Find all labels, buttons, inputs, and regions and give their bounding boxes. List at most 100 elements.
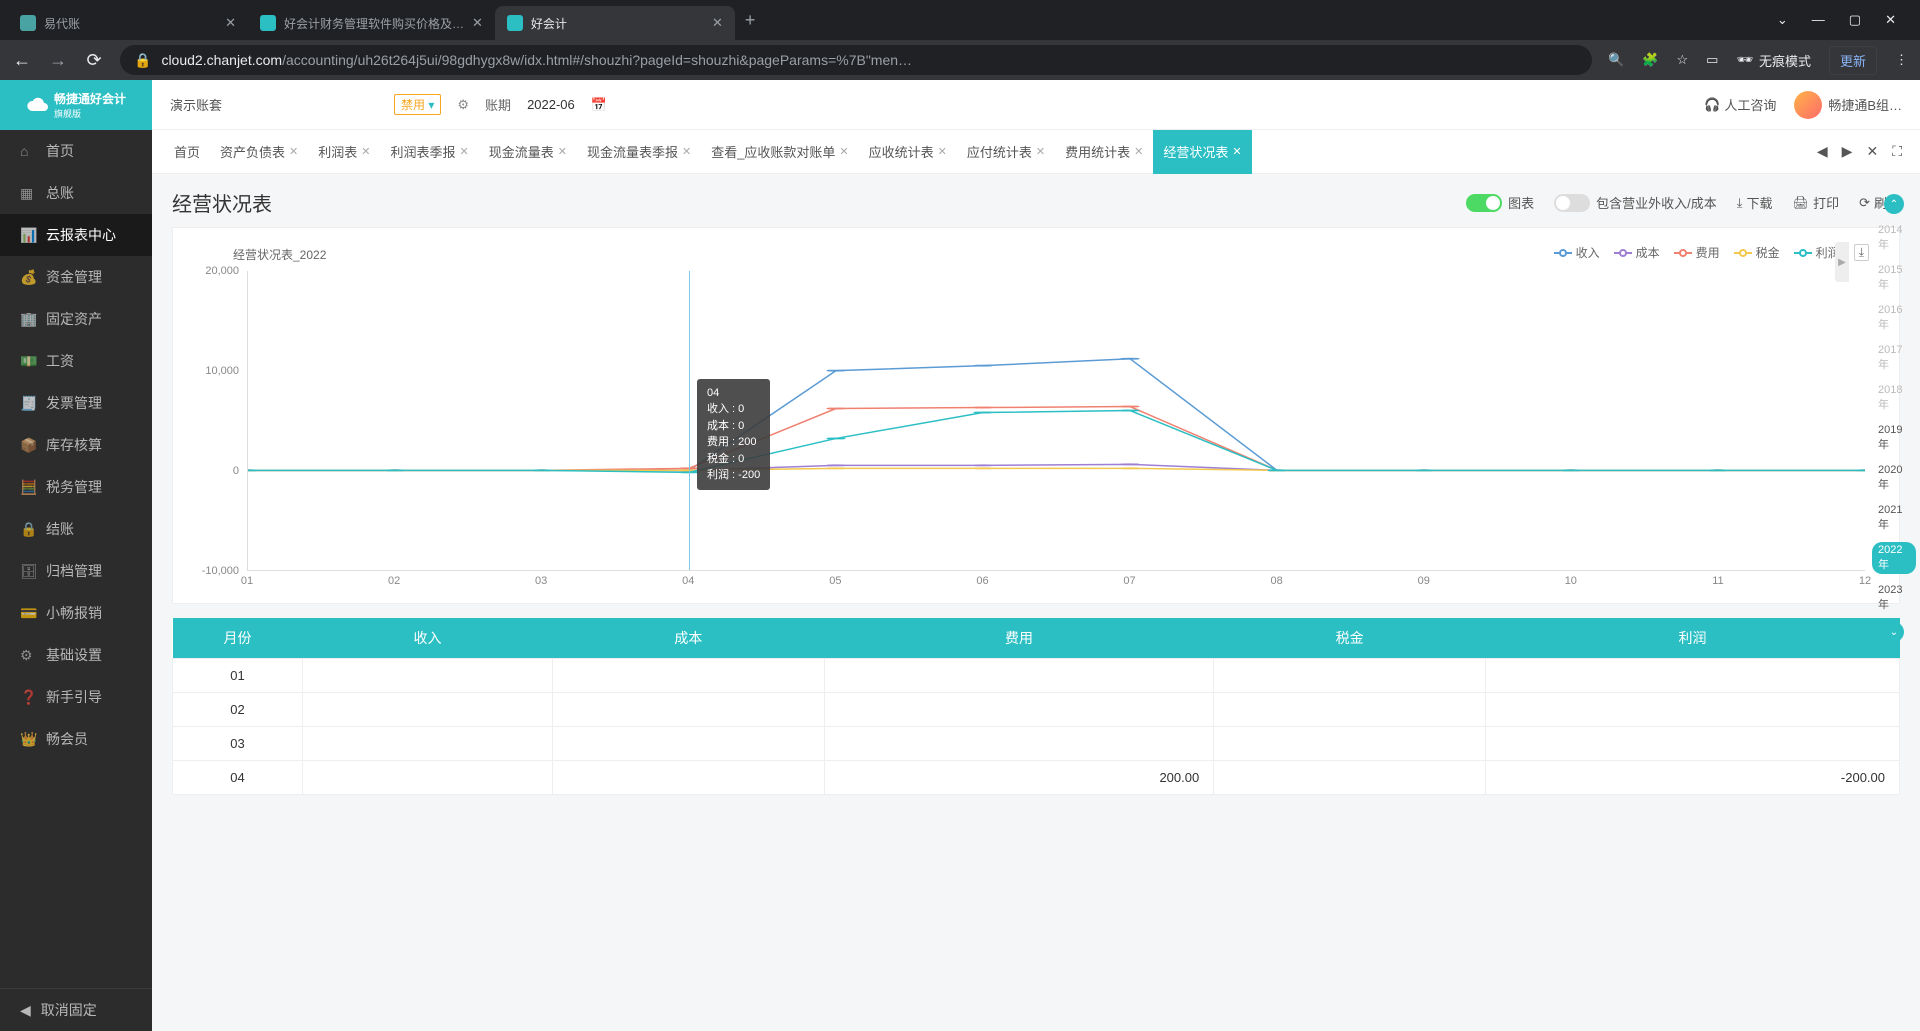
page-tab[interactable]: 应收统计表✕ xyxy=(859,130,957,174)
year-scroll-down[interactable]: ⌄ xyxy=(1884,622,1904,642)
account-name[interactable]: 演示账套 xyxy=(170,95,222,114)
url-input[interactable]: 🔒 cloud2.chanjet.com/accounting/uh26t264… xyxy=(120,45,1592,75)
close-icon[interactable]: ✕ xyxy=(361,145,370,158)
close-icon[interactable]: ✕ xyxy=(1036,145,1045,158)
page-tab[interactable]: 费用统计表✕ xyxy=(1055,130,1153,174)
tab-close-icon[interactable]: ✕ xyxy=(472,15,483,31)
sidebar-item[interactable]: 🧾发票管理 xyxy=(0,382,152,424)
reload-button[interactable]: ⟳ xyxy=(84,50,104,71)
sidebar-item[interactable]: 🏢固定资产 xyxy=(0,298,152,340)
close-icon[interactable]: ✕ xyxy=(682,145,691,158)
extra-toggle[interactable] xyxy=(1554,194,1590,212)
year-rail-collapse[interactable]: ▶ xyxy=(1835,242,1849,282)
page-tab[interactable]: 应付统计表✕ xyxy=(957,130,1055,174)
chart-toggle[interactable] xyxy=(1466,194,1502,212)
sidebar-item[interactable]: 💳小畅报销 xyxy=(0,592,152,634)
table-row[interactable]: 04200.00-200.00 xyxy=(173,761,1900,795)
legend-item[interactable]: 收入 xyxy=(1554,244,1600,261)
sidebar-item[interactable]: ▦总账 xyxy=(0,172,152,214)
sidebar-item[interactable]: 🗄归档管理 xyxy=(0,550,152,592)
year-option[interactable]: 2015年 xyxy=(1872,262,1916,294)
close-icon[interactable]: ✕ xyxy=(1232,145,1241,158)
legend-item[interactable]: 费用 xyxy=(1674,244,1720,261)
zoom-icon[interactable]: 🔍 xyxy=(1608,52,1624,68)
gear-icon[interactable]: ⚙ xyxy=(457,97,469,113)
sidebar-item[interactable]: 🔒结账 xyxy=(0,508,152,550)
close-icon[interactable]: ✕ xyxy=(938,145,947,158)
browser-tab[interactable]: 好会计 ✕ xyxy=(495,6,735,40)
forward-button[interactable]: → xyxy=(48,50,68,71)
tabs-close-all-button[interactable]: ✕ xyxy=(1866,143,1878,160)
sidebar-item[interactable]: 🧮税务管理 xyxy=(0,466,152,508)
sidebar-item[interactable]: ❓新手引导 xyxy=(0,676,152,718)
close-icon[interactable]: ✕ xyxy=(460,145,469,158)
tab-title: 好会计 xyxy=(531,15,704,32)
sidebar-item[interactable]: ⚙基础设置 xyxy=(0,634,152,676)
new-tab-button[interactable]: + xyxy=(735,10,766,31)
year-option[interactable]: 2019年 xyxy=(1872,422,1916,454)
year-scroll-up[interactable]: ⌃ xyxy=(1884,194,1904,214)
year-option[interactable]: 2018年 xyxy=(1872,382,1916,414)
chart-plot[interactable]: 04收入 : 0成本 : 0费用 : 200税金 : 0利润 : -200 xyxy=(247,271,1865,571)
legend-item[interactable]: 利润 xyxy=(1794,244,1840,261)
table-row[interactable]: 01 xyxy=(173,659,1900,693)
tab-close-icon[interactable]: ✕ xyxy=(712,15,723,31)
tooltip-row: 收入 : 0 xyxy=(707,401,760,418)
page-tab[interactable]: 首页 xyxy=(164,130,210,174)
sidebar-item[interactable]: 💰资金管理 xyxy=(0,256,152,298)
tabs-next-button[interactable]: ▶ xyxy=(1842,143,1853,160)
period-value[interactable]: 2022-06 xyxy=(527,97,575,112)
page-tab[interactable]: 资产负债表✕ xyxy=(210,130,308,174)
page-tab[interactable]: 利润表季报✕ xyxy=(380,130,478,174)
sidebar-item[interactable]: 💵工资 xyxy=(0,340,152,382)
year-option[interactable]: 2022年 xyxy=(1872,542,1916,574)
chart-save-icon[interactable]: ⤓ xyxy=(1854,244,1869,261)
table-row[interactable]: 02 xyxy=(173,693,1900,727)
logo[interactable]: 畅捷通好会计 旗舰版 xyxy=(0,80,152,130)
page-tab[interactable]: 现金流量表季报✕ xyxy=(577,130,701,174)
download-button[interactable]: ⤓下载 xyxy=(1737,193,1773,212)
sidebar-item[interactable]: 📦库存核算 xyxy=(0,424,152,466)
fullscreen-icon[interactable]: ⛶ xyxy=(1892,143,1902,160)
year-option[interactable]: 2017年 xyxy=(1872,342,1916,374)
year-option[interactable]: 2016年 xyxy=(1872,302,1916,334)
legend-item[interactable]: 成本 xyxy=(1614,244,1660,261)
support-link[interactable]: 🎧 人工咨询 xyxy=(1704,95,1776,114)
tab-close-icon[interactable]: ✕ xyxy=(225,15,236,31)
close-icon[interactable]: ✕ xyxy=(839,145,848,158)
page-tab[interactable]: 查看_应收账款对账单✕ xyxy=(701,130,858,174)
sidebar-item[interactable]: 👑畅会员 xyxy=(0,718,152,760)
chevron-down-icon[interactable]: ⌄ xyxy=(1777,12,1788,28)
page-tab[interactable]: 利润表✕ xyxy=(308,130,380,174)
legend-item[interactable]: 税金 xyxy=(1734,244,1780,261)
sidebar-item[interactable]: ⌂首页 xyxy=(0,130,152,172)
reading-list-icon[interactable]: ▭ xyxy=(1706,52,1718,68)
sidebar-item[interactable]: 📊云报表中心 xyxy=(0,214,152,256)
year-option[interactable]: 2020年 xyxy=(1872,462,1916,494)
close-icon[interactable]: ✕ xyxy=(558,145,567,158)
maximize-icon[interactable]: ▢ xyxy=(1849,12,1861,28)
close-window-icon[interactable]: ✕ xyxy=(1885,12,1896,28)
bookmark-icon[interactable]: ☆ xyxy=(1677,52,1689,68)
year-option[interactable]: 2021年 xyxy=(1872,502,1916,534)
extensions-icon[interactable]: 🧩 xyxy=(1642,52,1658,68)
page-tab[interactable]: 经营状况表✕ xyxy=(1153,130,1251,174)
menu-icon[interactable]: ⋮ xyxy=(1895,52,1908,68)
close-icon[interactable]: ✕ xyxy=(1134,145,1143,158)
browser-tab[interactable]: 易代账✕ xyxy=(8,6,248,40)
table-row[interactable]: 03 xyxy=(173,727,1900,761)
close-icon[interactable]: ✕ xyxy=(289,145,298,158)
update-button[interactable]: 更新 xyxy=(1829,46,1877,75)
calendar-icon[interactable]: 📅 xyxy=(591,97,607,113)
back-button[interactable]: ← xyxy=(12,50,32,71)
print-button[interactable]: 🖨打印 xyxy=(1793,193,1840,212)
user-menu[interactable]: 畅捷通B组… xyxy=(1794,91,1902,119)
page-tab[interactable]: 现金流量表✕ xyxy=(479,130,577,174)
status-badge[interactable]: 禁用 xyxy=(394,94,441,115)
browser-tab[interactable]: 好会计财务管理软件购买价格及…✕ xyxy=(248,6,495,40)
tabs-prev-button[interactable]: ◀ xyxy=(1817,143,1828,160)
year-option[interactable]: 2023年 xyxy=(1872,582,1916,614)
unpin-sidebar[interactable]: ◀ 取消固定 xyxy=(0,989,152,1031)
year-option[interactable]: 2014年 xyxy=(1872,222,1916,254)
minimize-icon[interactable]: — xyxy=(1812,12,1825,28)
